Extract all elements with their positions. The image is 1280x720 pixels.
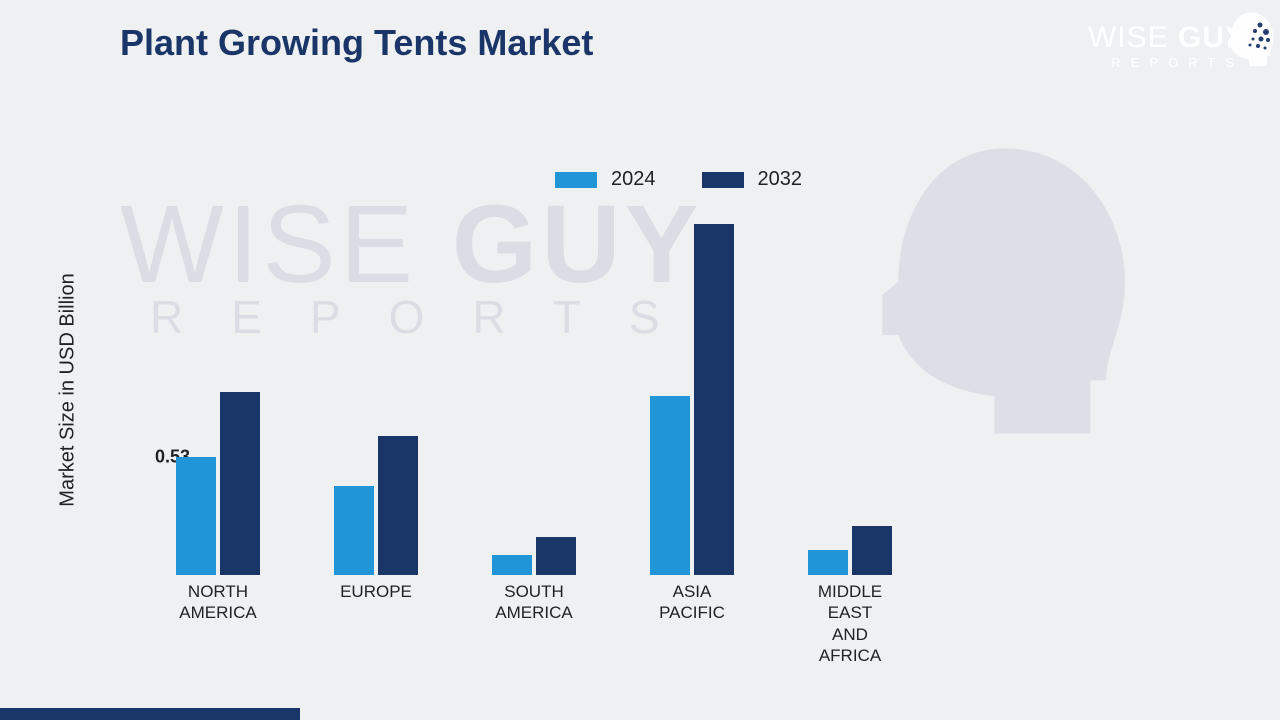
brand-logo: WISE GUY REPORTS	[1088, 22, 1246, 69]
bar	[220, 392, 260, 575]
plot-area: 0.53NORTH AMERICAEUROPESOUTH AMERICAASIA…	[150, 195, 918, 575]
bar	[536, 537, 576, 575]
legend-label: 2024	[611, 168, 656, 191]
legend-swatch	[555, 172, 597, 188]
category-label: SOUTH AMERICA	[466, 581, 602, 624]
category-label: ASIA PACIFIC	[624, 581, 760, 624]
y-axis-label: Market Size in USD Billion	[57, 273, 80, 506]
bar	[378, 436, 418, 575]
category-label: EUROPE	[308, 581, 444, 602]
legend: 2024 2032	[555, 168, 802, 191]
bar	[492, 555, 532, 575]
stage: WISE GUY REPORTS Plant Growing Tents Mar…	[0, 0, 1280, 720]
bar-chart: 0.53NORTH AMERICAEUROPESOUTH AMERICAASIA…	[105, 195, 925, 575]
legend-swatch	[702, 172, 744, 188]
bar	[176, 457, 216, 575]
logo-word2: GUY	[1178, 21, 1246, 54]
bar	[334, 486, 374, 575]
bar	[808, 550, 848, 575]
bar	[852, 526, 892, 575]
legend-item: 2032	[702, 168, 803, 191]
logo-word1: WISE	[1088, 21, 1169, 54]
logo-line2: REPORTS	[1088, 56, 1246, 70]
legend-item: 2024	[555, 168, 656, 191]
bar	[694, 224, 734, 575]
bar	[650, 396, 690, 575]
bottom-accent-bar	[0, 708, 300, 720]
chart-title: Plant Growing Tents Market	[120, 22, 593, 64]
category-label: MIDDLE EAST AND AFRICA	[782, 581, 918, 666]
legend-label: 2032	[758, 168, 803, 191]
category-label: NORTH AMERICA	[150, 581, 286, 624]
